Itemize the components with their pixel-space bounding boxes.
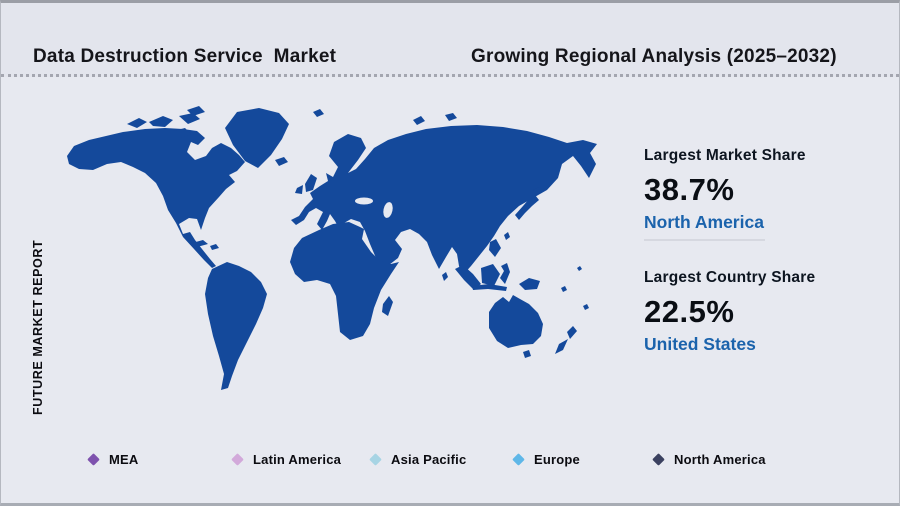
landmass-hokkaido [533,187,542,195]
landmass-pacific-island [561,286,567,292]
diamond-icon [231,452,244,466]
legend-label: North America [674,451,766,467]
stat-value: 38.7% [644,172,735,207]
landmass-sri-lanka [442,272,448,281]
landmass-north-america [67,128,245,268]
stat-market-share: Largest Market Share 38.7% North America [644,147,894,233]
landmass-australia [489,295,543,348]
diamond-icon [512,452,525,466]
stat-label: Largest Market Share [644,147,806,164]
brand-watermark: FUTURE MARKET REPORT [31,239,45,415]
landmass-madagascar [382,296,393,316]
stat-region: North America [644,212,764,232]
landmass-philippines [489,239,501,257]
world-map-svg [67,106,597,390]
caspian-sea [383,202,393,218]
world-map [61,98,621,428]
landmass-new-zealand-north [567,326,577,339]
landmass-arctic-island [149,116,173,127]
legend-item-mea: MEA [87,450,139,468]
landmass-pacific-island [583,304,589,310]
landmass-arctic-island [173,128,191,138]
stat-country-share: Largest Country Share 22.5% United State… [644,269,894,355]
diamond-icon [87,452,100,466]
landmass-japan [515,195,539,220]
landmass-taiwan [504,232,510,240]
landmass-tasmania [523,350,531,358]
landmass-cuba [192,240,208,247]
landmass-united-kingdom [305,174,317,192]
world-landmasses [67,106,597,390]
landmass-sulawesi [500,263,510,284]
stat-region: United States [644,334,756,354]
landmass-arctic-island [187,106,205,116]
landmass-iceland [275,157,288,166]
landmass-new-zealand-south [555,339,568,354]
legend-label: MEA [109,451,139,467]
header-band [1,3,899,77]
legend-item-asia-pacific: Asia Pacific [369,450,467,468]
legend-item-europe: Europe [512,450,580,468]
stat-value: 22.5% [644,294,735,329]
legend-item-north-america: North America [652,450,766,468]
landmass-borneo [481,264,500,286]
diamond-icon [369,452,382,466]
page-title: Data Destruction Service Market [33,46,337,67]
page-subtitle: Growing Regional Analysis (2025–2032) [471,46,837,67]
stat-divider [644,239,765,241]
landmass-java [472,284,507,291]
legend-item-latin-america: Latin America [231,450,342,468]
landmass-south-america [205,262,267,390]
legend-label: Latin America [253,451,342,467]
landmass-eurasia [291,125,597,276]
landmass-sumatra [455,265,481,290]
landmass-hispaniola [210,244,219,250]
landmass-arctic-island [413,116,425,125]
landmass-greenland [225,108,289,168]
landmass-new-guinea [519,278,540,290]
stat-label: Largest Country Share [644,269,816,286]
landmass-arctic-island [179,113,200,124]
landmass-svalbard [313,109,324,117]
landmass-africa [290,222,399,340]
legend-label: Asia Pacific [391,451,467,467]
diamond-icon [652,452,665,466]
black-sea [355,197,373,205]
legend-label: Europe [534,451,580,467]
landmass-arctic-island [127,118,147,128]
landmass-pacific-island [577,266,582,271]
landmass-ireland [295,185,303,194]
landmass-arctic-island [445,113,457,121]
